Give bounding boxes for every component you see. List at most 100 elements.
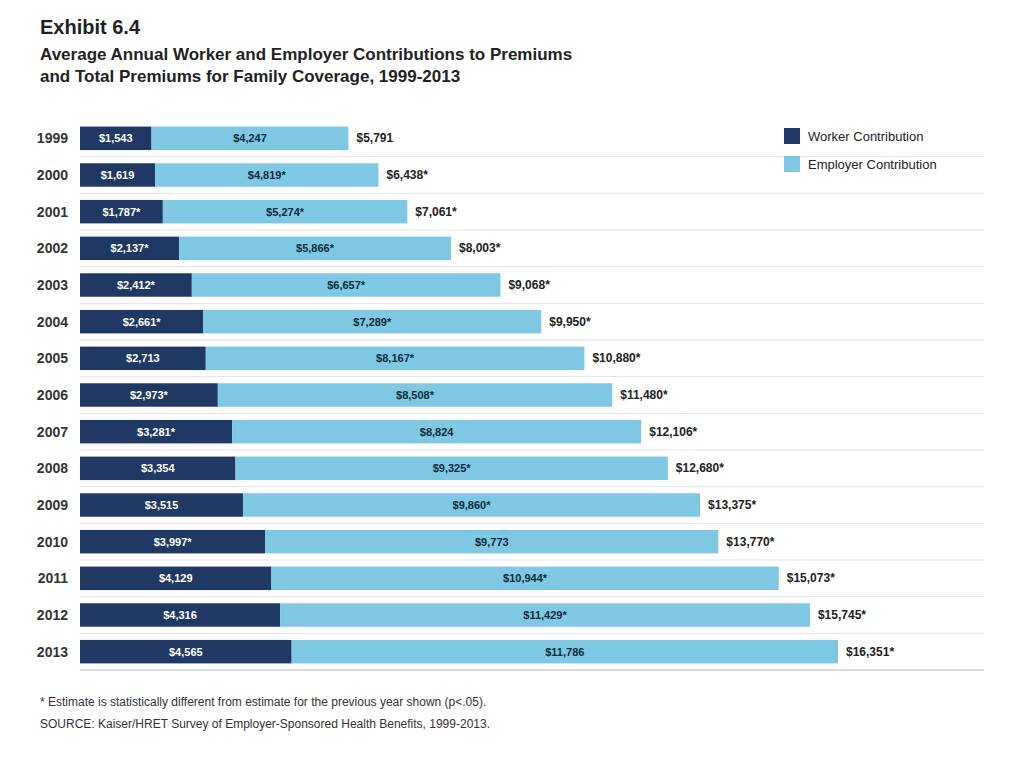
segment-label: $8,824 bbox=[420, 426, 455, 438]
total-label: $9,068* bbox=[508, 278, 550, 292]
title: Exhibit 6.4 bbox=[40, 16, 141, 38]
segment-label: $10,944* bbox=[503, 572, 548, 584]
bar bbox=[80, 237, 179, 260]
bar bbox=[232, 420, 641, 443]
bar bbox=[80, 347, 206, 370]
segment-label: $5,866* bbox=[296, 242, 335, 254]
total-label: $15,745* bbox=[818, 608, 866, 622]
total-label: $13,770* bbox=[726, 535, 774, 549]
legend-label: Employer Contribution bbox=[808, 157, 937, 172]
row-separator bbox=[80, 340, 984, 341]
segment-label: $3,281* bbox=[137, 426, 176, 438]
bar bbox=[271, 567, 778, 590]
segment-label: $1,543 bbox=[99, 132, 133, 144]
bar bbox=[155, 163, 378, 186]
legend-swatch bbox=[784, 128, 800, 144]
segment-label: $3,354 bbox=[141, 462, 176, 474]
bar bbox=[163, 200, 407, 223]
segment-label: $7,289* bbox=[353, 316, 392, 328]
segment-label: $11,786 bbox=[545, 646, 584, 658]
segment-label: $11,429* bbox=[523, 609, 567, 621]
segment-label: $3,515 bbox=[145, 499, 179, 511]
total-label: $5,791 bbox=[356, 131, 393, 145]
total-label: $11,480* bbox=[620, 388, 668, 402]
bar bbox=[80, 640, 292, 663]
y-tick-label: 2007 bbox=[37, 424, 68, 440]
segment-label: $9,860* bbox=[453, 499, 492, 511]
bar bbox=[152, 127, 349, 150]
segment-label: $4,565 bbox=[169, 646, 203, 658]
row-separator bbox=[80, 413, 984, 414]
bar bbox=[243, 493, 700, 516]
bar bbox=[80, 383, 218, 406]
y-tick-label: 2011 bbox=[38, 570, 69, 586]
chart: Exhibit 6.4 Average Annual Worker and Emp… bbox=[0, 0, 1024, 768]
y-tick-label: 2008 bbox=[37, 460, 68, 476]
row-separator bbox=[80, 376, 984, 377]
row-separator bbox=[80, 486, 984, 487]
segment-label: $2,973* bbox=[130, 389, 169, 401]
row-separator bbox=[80, 633, 984, 634]
y-tick-label: 2009 bbox=[37, 497, 68, 513]
segment-label: $1,619 bbox=[101, 169, 135, 181]
bar bbox=[206, 347, 585, 370]
bar bbox=[280, 603, 810, 626]
segment-label: $5,274* bbox=[266, 206, 305, 218]
data-labels: $1,543$1,619$1,787*$2,137*$2,412*$2,661*… bbox=[99, 131, 894, 658]
row-separator bbox=[80, 230, 984, 231]
bar bbox=[179, 237, 451, 260]
footnote: * Estimate is statistically different fr… bbox=[40, 695, 486, 709]
row-separator bbox=[80, 266, 984, 267]
total-label: $7,061* bbox=[415, 205, 457, 219]
row-separator bbox=[80, 523, 984, 524]
segment-label: $9,773 bbox=[475, 536, 509, 548]
segment-label: $4,129 bbox=[159, 572, 193, 584]
segment-label: $2,137* bbox=[111, 242, 150, 254]
total-label: $12,680* bbox=[676, 461, 724, 475]
bar bbox=[203, 310, 541, 333]
y-tick-label: 2003 bbox=[37, 277, 68, 293]
footnote: SOURCE: Kaiser/HRET Survey of Employer-S… bbox=[40, 717, 490, 731]
row-separator bbox=[80, 303, 984, 304]
y-tick-label: 2004 bbox=[37, 314, 68, 330]
y-tick-label: 1999 bbox=[37, 130, 68, 146]
bar bbox=[235, 457, 667, 480]
bar bbox=[80, 567, 271, 590]
row-separator bbox=[80, 450, 984, 451]
total-label: $6,438* bbox=[386, 168, 428, 182]
subtitle: and Total Premiums for Family Coverage, … bbox=[40, 67, 460, 86]
bar bbox=[80, 273, 192, 296]
row-separator bbox=[80, 560, 984, 561]
y-tick-label: 2013 bbox=[37, 644, 68, 660]
segment-label: $2,713 bbox=[126, 352, 160, 364]
x-axis-line bbox=[80, 670, 984, 671]
total-label: $10,880* bbox=[592, 351, 640, 365]
bar bbox=[80, 603, 280, 626]
y-tick-label: 2001 bbox=[37, 204, 68, 220]
y-tick-label: 2000 bbox=[37, 167, 68, 183]
segment-label: $6,657* bbox=[327, 279, 366, 291]
bar bbox=[80, 420, 232, 443]
row-separator bbox=[80, 596, 984, 597]
legend: Worker Contribution Employer Contribution bbox=[784, 128, 937, 172]
segment-label: $4,819* bbox=[248, 169, 287, 181]
bar bbox=[192, 273, 501, 296]
y-tick-label: 2012 bbox=[37, 607, 68, 623]
segment-label: $8,508* bbox=[396, 389, 435, 401]
bar bbox=[80, 530, 265, 553]
total-label: $15,073* bbox=[787, 571, 835, 585]
y-tick-label: 2006 bbox=[37, 387, 68, 403]
bars bbox=[80, 127, 838, 664]
legend-label: Worker Contribution bbox=[808, 129, 923, 144]
segment-label: $1,787* bbox=[102, 206, 141, 218]
subtitle: Average Annual Worker and Employer Contr… bbox=[40, 45, 572, 64]
segment-label: $4,316 bbox=[163, 609, 197, 621]
bar bbox=[80, 163, 155, 186]
bar bbox=[80, 493, 243, 516]
segment-label: $2,661* bbox=[123, 316, 162, 328]
bar bbox=[218, 383, 612, 406]
bar bbox=[292, 640, 838, 663]
segment-label: $8,167* bbox=[376, 352, 415, 364]
y-tick-label: 2002 bbox=[37, 240, 68, 256]
total-label: $12,106* bbox=[649, 425, 697, 439]
